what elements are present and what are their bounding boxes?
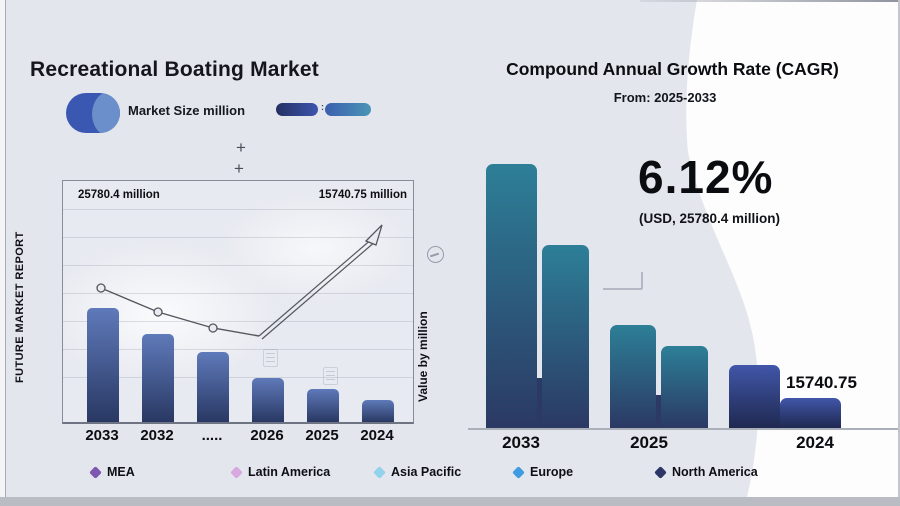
bar-connector — [656, 395, 661, 428]
market-size-bar-2032 — [142, 334, 174, 422]
x-tick-label: 2026 — [250, 427, 284, 444]
cylinder-icon — [66, 93, 120, 133]
chart-annotation-left: 25780.4 million — [78, 189, 160, 201]
diamond-icon — [230, 466, 243, 479]
market-size-legend: Market Size million : — [66, 93, 386, 135]
clipboard-watermark-icon — [263, 349, 278, 367]
gridline — [63, 349, 413, 350]
x-tick-label: 2024 — [796, 433, 834, 452]
gradient-pill-navy — [276, 103, 318, 116]
x-tick-label: 2024 — [360, 427, 394, 444]
page-right-edge — [898, 0, 900, 506]
chart-annotation-right: 15740.75 million — [318, 189, 407, 201]
x-tick-label: 2032 — [140, 427, 174, 444]
x-tick-label: 2025 — [630, 433, 668, 452]
market-size-x-axis: 2033 2032..... 2026 2025 2024 — [62, 427, 412, 447]
legend-label: Europe — [530, 465, 574, 479]
market-size-bar-2024 — [362, 400, 394, 422]
x-tick-label: ..... — [201, 427, 223, 444]
plus-mark-icon: + — [236, 138, 246, 157]
gridline — [63, 321, 413, 322]
cagr-bar-left-2024 — [729, 365, 780, 428]
bar-connector — [537, 378, 542, 428]
legend-label: Latin America — [248, 465, 331, 479]
cagr-bar-right-2033 — [542, 245, 589, 428]
x-tick-label: 2025 — [305, 427, 339, 444]
plus-mark-icon: + — [234, 159, 244, 178]
page-bottom-edge — [0, 497, 900, 506]
x-tick-label: 2033 — [502, 433, 540, 452]
legend-label: Asia Pacific — [391, 465, 462, 479]
corner-bracket-decoration — [641, 272, 643, 289]
brand-vertical-text: FUTURE MARKET REPORT — [14, 231, 26, 384]
cagr-value: 6.12% — [638, 151, 774, 203]
cagr-bar-left-2033 — [486, 164, 537, 428]
cagr-title: Compound Annual Growth Rate (CAGR) — [506, 59, 839, 79]
cagr-bar-left-2025 — [610, 325, 656, 428]
gridline — [63, 377, 413, 378]
value-axis-label: Value by million — [416, 311, 430, 403]
minus-circle-icon — [427, 246, 444, 263]
diamond-icon — [512, 466, 525, 479]
page-left-edge — [0, 0, 6, 506]
gridline — [63, 265, 413, 266]
legend-label: MEA — [107, 465, 135, 479]
legend-label: North America — [672, 465, 758, 479]
page-title: Recreational Boating Market — [30, 58, 319, 81]
market-size-legend-label: Market Size million — [128, 103, 246, 118]
diamond-icon — [373, 466, 386, 479]
market-size-chart: 25780.4 million 15740.75 million — [62, 180, 414, 424]
corner-bracket-decoration — [603, 288, 642, 290]
market-size-bar-..... — [197, 352, 229, 422]
cagr-subtitle: From: 2025-2033 — [613, 90, 717, 105]
clipboard-watermark-icon — [323, 367, 338, 385]
diamond-icon — [89, 466, 102, 479]
diamond-icon — [654, 466, 667, 479]
x-tick-label: 2033 — [85, 427, 119, 444]
page-top-edge — [640, 0, 900, 2]
gridline — [63, 209, 413, 210]
cagr-bar-right-2024 — [780, 398, 841, 428]
gridline — [63, 237, 413, 238]
gradient-pill-teal — [325, 103, 371, 116]
market-size-bar-2025 — [307, 389, 339, 422]
market-size-bar-2026 — [252, 378, 284, 422]
gridline — [63, 293, 413, 294]
cagr-baseline — [468, 428, 898, 430]
trend-line-and-growth-arrow — [96, 224, 383, 340]
region-legend: MEA Latin America Asia Pacific Europe North … — [0, 462, 900, 488]
pill-separator: : — [321, 102, 324, 112]
cagr-caption: (USD, 25780.4 million) — [639, 211, 781, 226]
market-size-bar-2033 — [87, 308, 119, 422]
cagr-value-annotation: 15740.75 — [786, 373, 857, 392]
cagr-bar-right-2025 — [661, 346, 708, 428]
